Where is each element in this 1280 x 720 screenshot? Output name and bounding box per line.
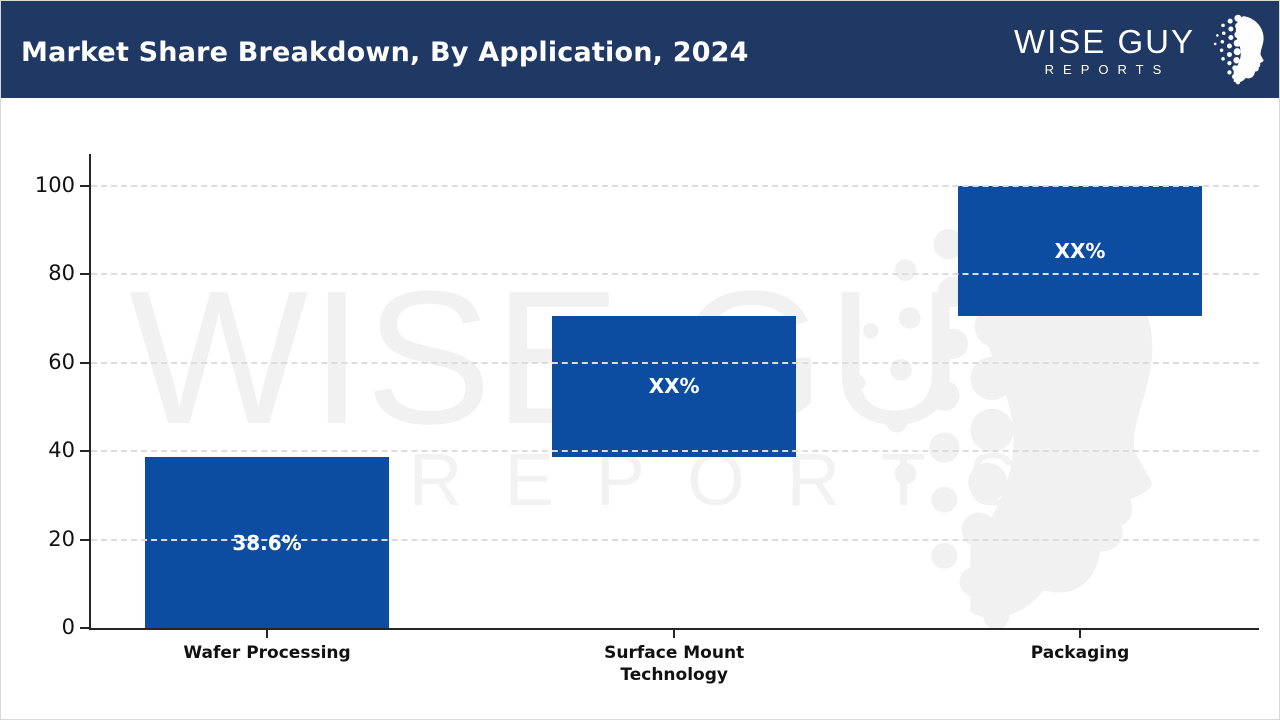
- page-title: Market Share Breakdown, By Application, …: [21, 37, 749, 68]
- y-tick-label: 80: [48, 261, 75, 286]
- brand-logo: WISE GUY REPORTS: [1014, 13, 1265, 89]
- bar: [958, 186, 1203, 316]
- brand-name: WISE GUY: [1013, 22, 1195, 60]
- category-label: Surface Mount Technology: [604, 643, 745, 686]
- y-tick-mark: [80, 627, 89, 629]
- y-tick-label: 40: [48, 437, 75, 462]
- plot-area: 0 20 40 60 80 100 38.6% Wafer Processing XX% Surf…: [35, 154, 1259, 685]
- y-tick-mark: [80, 538, 89, 541]
- gridline: [91, 185, 1259, 187]
- y-tick-mark: [80, 450, 89, 453]
- header-bar: Market Share Breakdown, By Application, …: [1, 1, 1279, 98]
- y-tick-mark: [80, 273, 89, 276]
- y-tick-mark: [80, 185, 89, 187]
- y-tick-mark: [80, 361, 89, 364]
- gridline: [91, 450, 1259, 453]
- dotted-head-icon: [1213, 14, 1264, 85]
- gridline: [91, 538, 1259, 541]
- bar-value-label: XX%: [1054, 238, 1106, 263]
- x-tick-mark: [266, 630, 269, 638]
- gridline: [91, 273, 1259, 276]
- bar: [552, 315, 797, 458]
- brand-wordmark: WISE GUY REPORTS: [1013, 22, 1195, 78]
- y-tick-label: 0: [61, 614, 75, 639]
- x-tick-mark: [673, 630, 676, 638]
- gridline: [91, 361, 1259, 364]
- bar: [145, 457, 390, 628]
- x-tick-mark: [1079, 630, 1082, 638]
- y-tick-label: 20: [48, 526, 75, 551]
- y-tick-label: 60: [48, 349, 75, 374]
- category-label: Packaging: [1030, 643, 1130, 663]
- y-tick-label: 100: [34, 172, 75, 197]
- category-label: Wafer Processing: [183, 643, 351, 663]
- bar-value-label: XX%: [648, 374, 700, 399]
- brand-subtitle: REPORTS: [1044, 62, 1171, 78]
- bar-value-label: 38.6%: [232, 530, 302, 555]
